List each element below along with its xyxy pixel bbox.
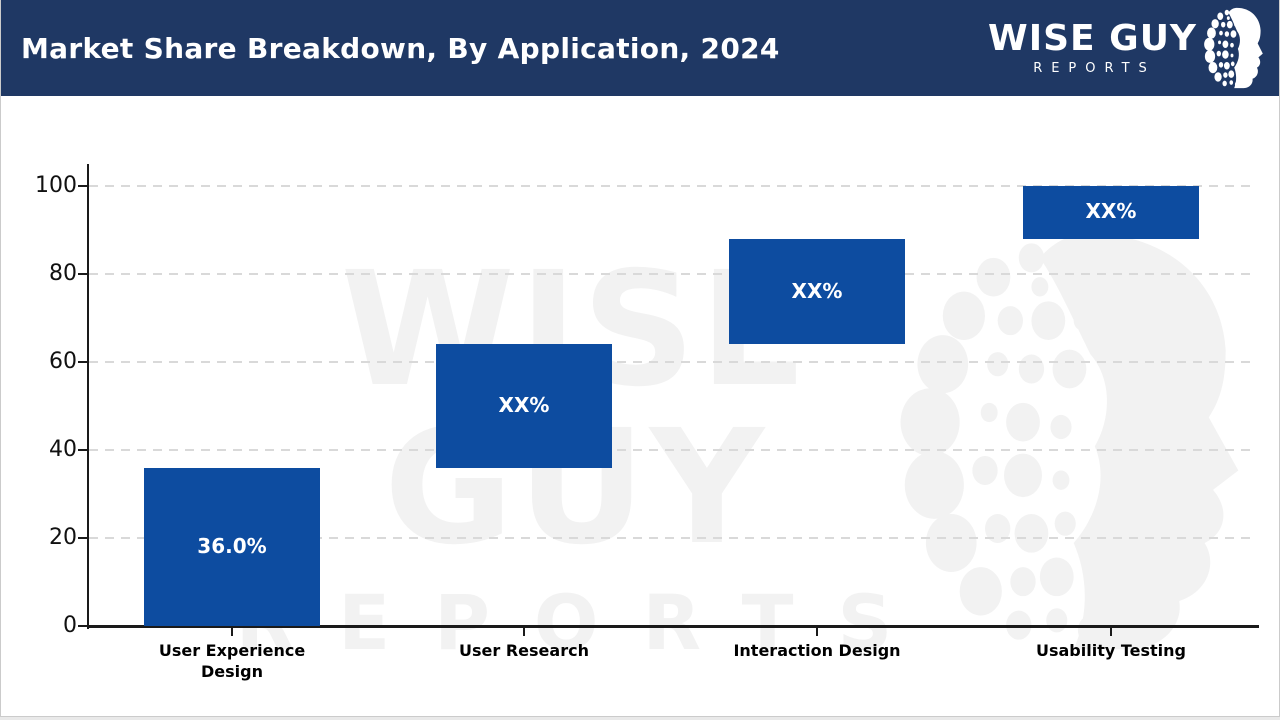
- x-tick: [523, 628, 525, 636]
- y-tick-label: 40: [49, 437, 77, 462]
- y-tick-label: 0: [63, 613, 77, 638]
- y-tick: [78, 273, 87, 275]
- wiseguy-face-icon: [1204, 7, 1263, 89]
- logo-name: WISE GUY: [987, 17, 1197, 59]
- bar-value-label: 36.0%: [197, 533, 267, 558]
- y-tick-label: 80: [49, 261, 77, 286]
- wiseguy-logo: WISE GUY REPORTS: [988, 6, 1265, 90]
- y-axis-line: [87, 164, 89, 629]
- y-tick-label: 100: [35, 173, 77, 198]
- x-category-label: User Research: [459, 641, 589, 660]
- chart-title: Market Share Breakdown, By Application, …: [21, 31, 780, 65]
- x-category-label: Usability Testing: [1035, 641, 1186, 660]
- bar-value-label: XX%: [1085, 199, 1137, 224]
- bar-value-label: XX%: [791, 278, 843, 303]
- logo-subtitle: REPORTS: [1033, 60, 1156, 76]
- bar: [144, 467, 320, 626]
- x-category-label: User Experience Design: [158, 641, 306, 681]
- y-tick-label: 20: [49, 525, 77, 550]
- bar-value-label: XX%: [498, 393, 550, 417]
- gridline: [89, 185, 1257, 187]
- logo-wordmark: WISE GUY REPORTS: [987, 17, 1197, 76]
- chart-area: WISE GUY REPORTS 0 20 40 60 80 100 36.0% User E…: [1, 96, 1279, 716]
- x-axis-line: [87, 625, 1259, 628]
- x-tick: [231, 628, 233, 636]
- x-tick: [816, 628, 818, 636]
- bar: [729, 238, 905, 345]
- gridline: [89, 273, 1257, 275]
- y-tick: [78, 449, 87, 451]
- y-tick: [78, 537, 87, 539]
- gridline: [89, 449, 1257, 451]
- bar: [436, 344, 612, 468]
- y-tick: [78, 625, 87, 627]
- x-tick: [1110, 628, 1112, 636]
- y-tick-label: 60: [49, 349, 77, 374]
- bar: [1023, 186, 1199, 239]
- gridline: [89, 361, 1257, 363]
- header-bar: Market Share Breakdown, By Application, …: [1, 0, 1279, 96]
- x-category-label: Interaction Design: [733, 641, 901, 660]
- watermark-line2: REPORTS: [235, 578, 937, 667]
- y-tick: [78, 185, 87, 187]
- y-tick: [78, 361, 87, 363]
- gridline: [89, 537, 1257, 539]
- watermark-face-icon: [900, 233, 1239, 650]
